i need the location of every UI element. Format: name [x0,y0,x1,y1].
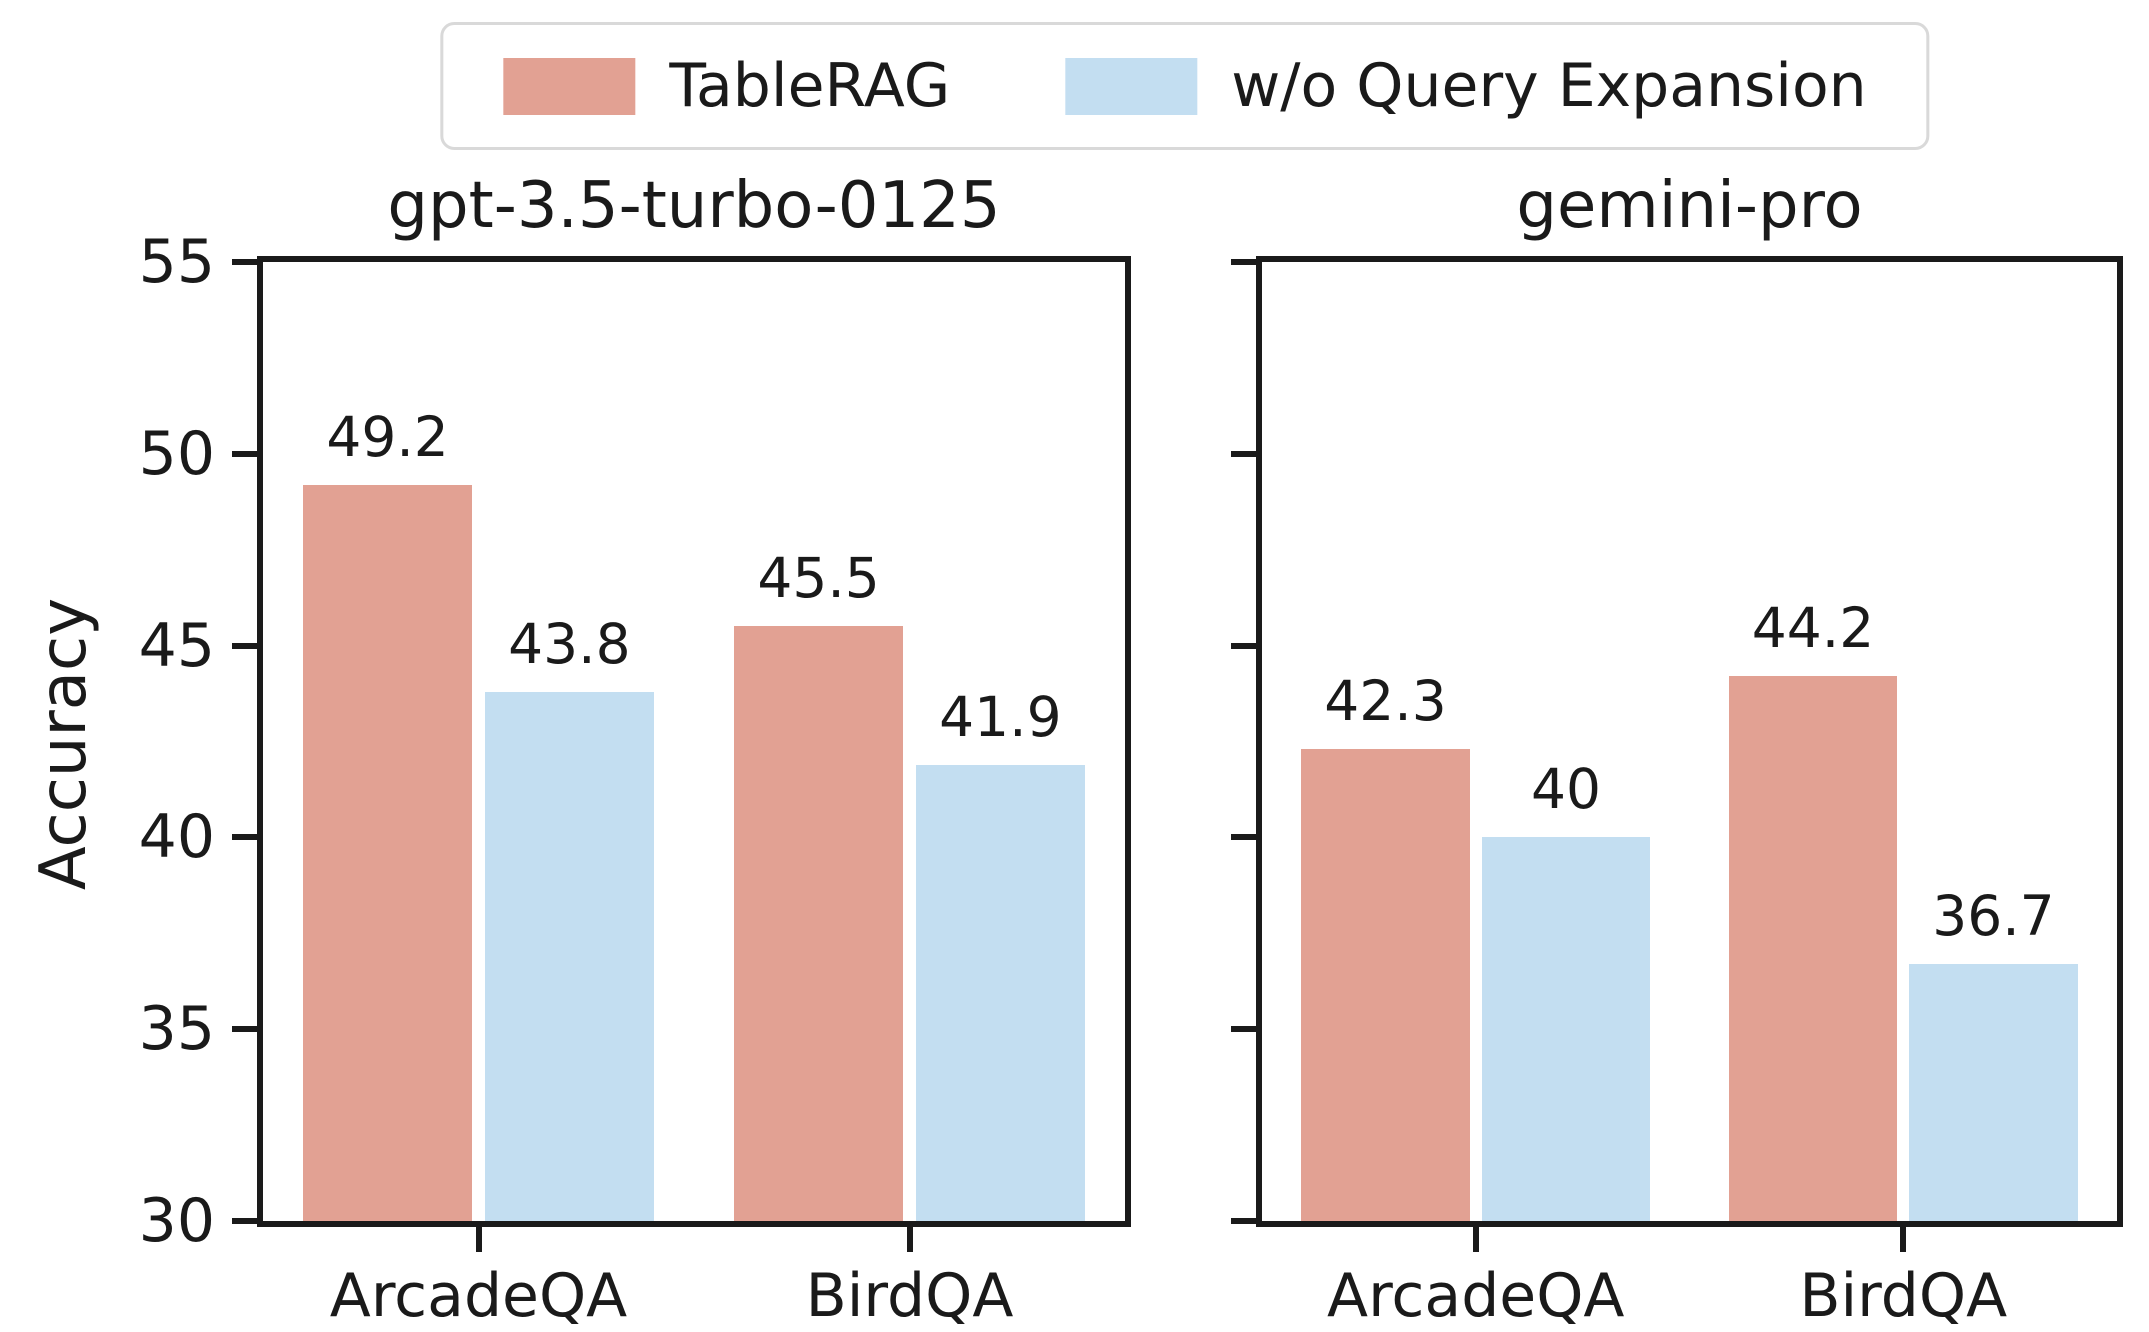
y-tick-label: 50 [138,418,215,489]
legend: TableRAG w/o Query Expansion [440,22,1930,150]
y-tick-mark [232,834,257,841]
y-tick-mark [232,642,257,649]
bar-tablerag-arcadeqa [1301,749,1470,1221]
bar-value-label: 44.2 [1751,596,1875,661]
bar-value-label: 45.5 [757,546,880,611]
bar-value-label: 41.9 [939,684,1062,749]
bar-tablerag-arcadeqa [302,484,473,1221]
plot-area-gemini: ArcadeQA 42.3 40 BirdQA 44.2 36.7 [1231,256,2123,1331]
bar-w-o-query-expansion-arcadeqa [1481,837,1651,1221]
x-tick-mark [906,1227,913,1252]
y-tick-mark [1231,259,1256,265]
bar-w-o-query-expansion-birdqa [915,764,1086,1221]
x-tick-label: ArcadeQA [329,1261,628,1331]
y-tick-mark [1231,1218,1256,1224]
x-tick-mark [1900,1227,1907,1252]
legend-label-tablerag: TableRAG [669,51,951,121]
x-tick-mark [475,1227,482,1252]
y-tick-mark [232,1218,257,1224]
legend-swatch-wo-query-expansion [1065,57,1198,115]
subplot-gpt-3-5-turbo: gpt-3.5-turbo-0125 30 35 40 45 50 55 ArcadeQA 4… [139,166,1131,1331]
subplot-title-gemini: gemini-pro [1516,169,1863,243]
y-tick-mark [232,1026,257,1033]
y-tick-label: 30 [138,1186,215,1256]
bar-value-label: 42.3 [1324,669,1447,734]
y-tick-label: 55 [138,227,215,297]
bar-tablerag-birdqa [1728,676,1898,1221]
bar-value-label: 36.7 [1932,884,2055,948]
subplot-title-gpt: gpt-3.5-turbo-0125 [387,169,1001,243]
y-tick-label: 40 [138,802,215,873]
bar-w-o-query-expansion-arcadeqa [484,691,655,1221]
legend-label-wo-query-expansion: w/o Query Expansion [1231,51,1867,121]
x-tick-label: BirdQA [805,1261,1014,1331]
y-tick-mark [232,450,257,457]
y-tick-label: 45 [138,610,215,681]
legend-item-tablerag: TableRAG [503,51,950,121]
y-tick-label: 35 [138,994,215,1065]
bar-tablerag-birdqa [733,626,904,1221]
bar-value-label: 43.8 [508,611,631,676]
bar-value-label: 40 [1530,757,1601,822]
x-tick-label: ArcadeQA [1327,1261,1625,1331]
bar-w-o-query-expansion-birdqa [1909,964,2078,1221]
y-tick-mark [1231,642,1256,649]
subplot-gemini-pro: gemini-pro ArcadeQA 42.3 40 BirdQA 44.2 36.7 [1231,166,2123,1331]
bar-value-label: 49.2 [326,404,449,469]
legend-swatch-tablerag [503,57,636,115]
x-tick-mark [1472,1227,1479,1252]
legend-item-wo-query-expansion: w/o Query Expansion [1065,51,1867,121]
y-tick-mark [232,259,257,265]
y-tick-mark [1231,450,1256,457]
x-tick-label: BirdQA [1799,1261,2008,1331]
y-tick-mark [1231,834,1256,841]
y-axis-label: Accuracy [27,597,101,891]
y-tick-mark [1231,1026,1256,1033]
plot-area-gpt: 30 35 40 45 50 55 ArcadeQA 49.2 43.8 BirdQA 45.5 41… [139,227,1131,1331]
